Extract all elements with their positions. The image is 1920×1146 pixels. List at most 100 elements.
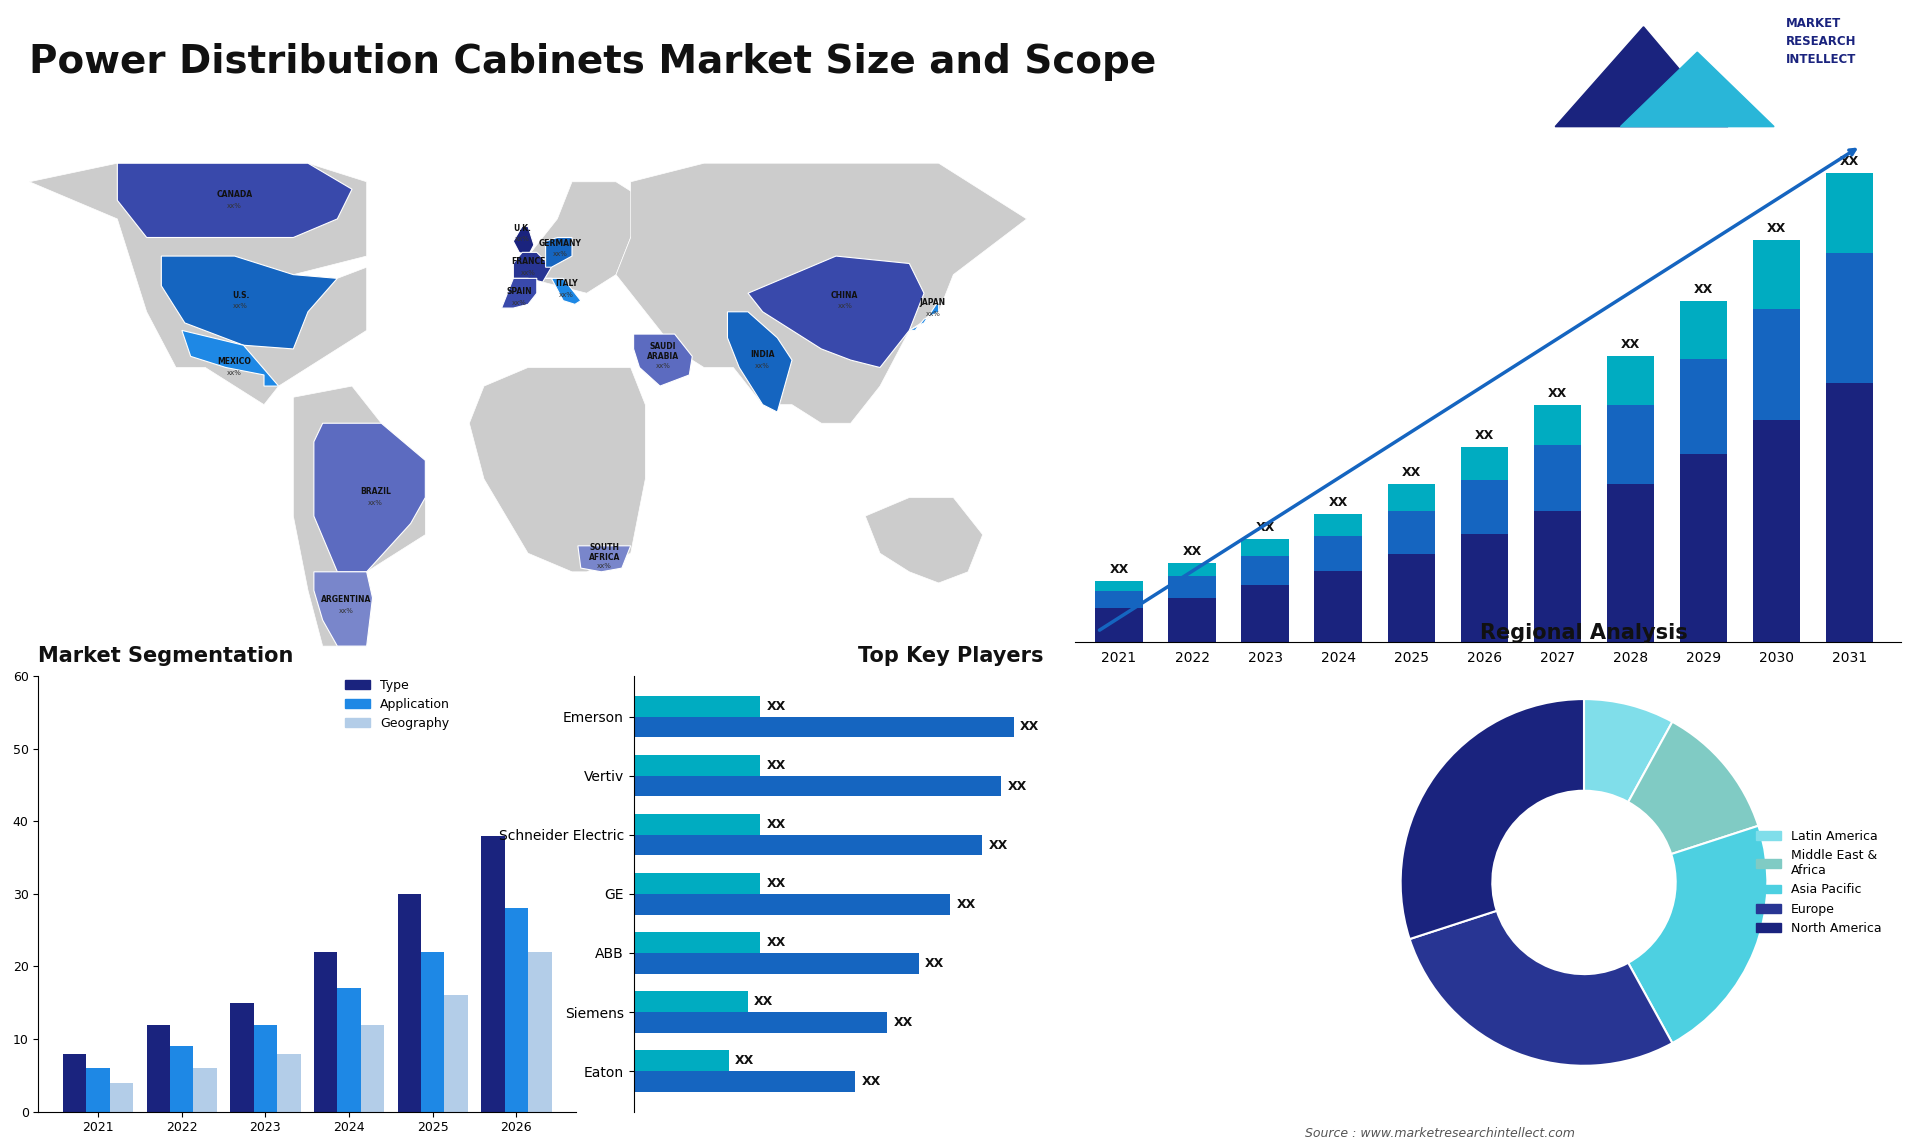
Text: XX: XX [1008, 779, 1027, 793]
Polygon shape [182, 330, 278, 386]
Bar [1388, 484, 1434, 511]
Text: MARKET
RESEARCH
INTELLECT: MARKET RESEARCH INTELLECT [1786, 17, 1857, 66]
Text: MEXICO: MEXICO [217, 358, 252, 367]
Bar [1607, 405, 1655, 484]
Polygon shape [616, 163, 1027, 423]
Text: ARGENTINA: ARGENTINA [321, 595, 371, 604]
Text: SOUTH
AFRICA: SOUTH AFRICA [589, 542, 620, 562]
Text: xx%: xx% [227, 203, 242, 209]
Text: xx%: xx% [755, 362, 770, 369]
Polygon shape [468, 368, 645, 572]
Bar [1534, 445, 1582, 511]
Polygon shape [117, 163, 351, 237]
Bar [1242, 584, 1288, 642]
Text: ITALY: ITALY [555, 280, 578, 289]
Text: xx%: xx% [559, 292, 574, 298]
Bar [109, 1083, 132, 1112]
Text: XX: XX [989, 839, 1008, 851]
Bar [1242, 540, 1288, 556]
Polygon shape [29, 163, 367, 405]
Text: XX: XX [1183, 544, 1202, 558]
Bar [444, 996, 468, 1112]
Text: xx%: xx% [232, 304, 248, 309]
Bar [634, 873, 760, 894]
Polygon shape [545, 237, 572, 267]
Text: XX: XX [1839, 155, 1859, 167]
Bar [1607, 356, 1655, 405]
Bar [1461, 480, 1507, 534]
Polygon shape [501, 278, 538, 308]
Text: xx%: xx% [837, 304, 852, 309]
Text: XX: XX [893, 1015, 912, 1029]
Text: Power Distribution Cabinets Market Size and Scope: Power Distribution Cabinets Market Size … [29, 42, 1156, 81]
Text: Market Segmentation: Market Segmentation [38, 646, 294, 666]
Text: xx%: xx% [513, 299, 526, 306]
Text: XX: XX [1620, 338, 1640, 351]
Title: Top Key Players: Top Key Players [858, 646, 1043, 666]
Bar [1461, 534, 1507, 642]
Bar [1169, 576, 1215, 598]
Text: XX: XX [766, 700, 785, 713]
Polygon shape [728, 312, 791, 413]
Bar [253, 1025, 276, 1112]
Text: XX: XX [755, 995, 774, 1008]
Bar [482, 835, 505, 1112]
Bar [1753, 240, 1801, 309]
Wedge shape [1402, 699, 1584, 939]
Text: XX: XX [1020, 721, 1039, 733]
Circle shape [1501, 800, 1667, 965]
Text: GERMANY: GERMANY [540, 238, 582, 248]
Bar [634, 814, 760, 834]
Polygon shape [545, 278, 580, 305]
Bar [276, 1053, 301, 1112]
Bar [1094, 591, 1142, 609]
Polygon shape [313, 423, 426, 572]
Legend: Type, Application, Geography: Type, Application, Geography [340, 674, 455, 736]
Polygon shape [1620, 52, 1774, 127]
Bar [634, 933, 760, 953]
Bar [1680, 300, 1728, 360]
Text: XX: XX [1766, 222, 1786, 235]
Bar [420, 952, 444, 1112]
Polygon shape [513, 227, 534, 256]
Text: xx%: xx% [520, 269, 536, 276]
Text: xx%: xx% [925, 311, 941, 316]
Wedge shape [1584, 699, 1672, 802]
Polygon shape [634, 335, 693, 386]
Bar [634, 894, 950, 915]
Text: XX: XX [766, 818, 785, 831]
Bar [146, 1025, 171, 1112]
Bar [338, 988, 361, 1112]
Bar [1388, 511, 1434, 555]
Bar [1680, 360, 1728, 454]
Text: XX: XX [1693, 283, 1713, 296]
Title: Regional Analysis: Regional Analysis [1480, 623, 1688, 643]
Bar [1094, 609, 1142, 642]
Bar [1680, 454, 1728, 642]
Text: XX: XX [1256, 521, 1275, 534]
Bar [1169, 598, 1215, 642]
Bar [86, 1068, 109, 1112]
Bar [1753, 309, 1801, 419]
Bar [1826, 383, 1874, 642]
Bar [361, 1025, 384, 1112]
Polygon shape [749, 256, 924, 368]
Bar [1461, 447, 1507, 480]
Bar [634, 776, 1000, 796]
Bar [528, 952, 551, 1112]
Text: XX: XX [1402, 465, 1421, 479]
Bar [171, 1046, 194, 1112]
Polygon shape [294, 386, 426, 646]
Text: SPAIN: SPAIN [507, 286, 532, 296]
Text: xx%: xx% [338, 607, 353, 614]
Text: JAPAN: JAPAN [920, 298, 947, 307]
Bar [1753, 419, 1801, 642]
Text: XX: XX [766, 877, 785, 890]
Bar [634, 953, 918, 974]
Bar [634, 834, 983, 855]
Text: XX: XX [1329, 496, 1348, 509]
Bar [1242, 556, 1288, 584]
Text: XX: XX [1110, 563, 1129, 576]
Bar [634, 1072, 856, 1092]
Text: XX: XX [1475, 429, 1494, 441]
